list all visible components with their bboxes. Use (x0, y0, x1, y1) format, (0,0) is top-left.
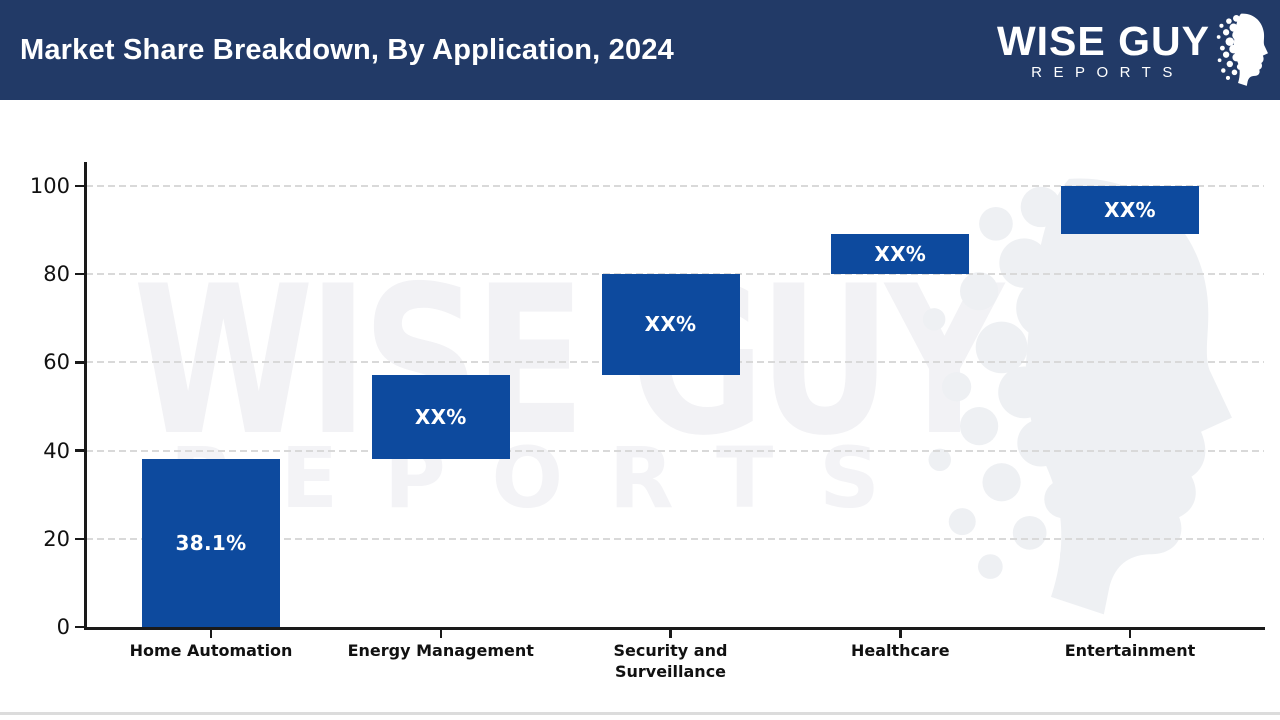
x-tick-mark (899, 629, 902, 638)
bar-value-label: XX% (644, 312, 697, 337)
logo-head-icon (1214, 10, 1268, 90)
bar-value-label: 38.1% (175, 530, 247, 555)
y-tick-mark (75, 537, 85, 541)
bar-value-label: XX% (414, 405, 467, 430)
x-axis-label-energy-management: Energy Management (321, 640, 561, 661)
bar-value-label: XX% (874, 241, 927, 266)
x-axis-label-security-and-surveillance: Security and Surveillance (551, 640, 791, 682)
gridline-20 (86, 537, 1264, 540)
y-tick-label: 80 (43, 262, 70, 287)
y-tick-mark (75, 625, 85, 629)
x-axis-label-line: Security and (613, 641, 728, 660)
y-tick-label: 60 (43, 350, 70, 375)
brand-subtitle: REPORTS (1031, 63, 1184, 81)
page-title: Market Share Breakdown, By Application, … (20, 33, 674, 66)
x-tick-mark (439, 629, 442, 638)
x-axis-label-line: Healthcare (850, 641, 950, 660)
x-tick-mark (1128, 629, 1132, 638)
bar-healthcare: XX% (831, 234, 970, 274)
x-axis-label-line: Energy Management (347, 641, 534, 660)
brand-logo: WISE GUY REPORTS (997, 4, 1268, 96)
bar-entertainment: XX% (1061, 186, 1199, 235)
y-tick-mark (75, 184, 85, 188)
x-axis-label-line: Entertainment (1064, 641, 1196, 660)
bar-value-label: XX% (1104, 198, 1156, 223)
y-tick-label: 0 (56, 615, 70, 639)
x-tick-mark (209, 629, 213, 638)
y-tick-label: 20 (43, 526, 70, 551)
x-axis-label-home-automation: Home Automation (91, 640, 331, 661)
x-axis-line (84, 627, 1265, 630)
x-axis-label-healthcare: Healthcare (780, 640, 1020, 661)
x-axis-label-line: Home Automation (129, 641, 293, 660)
brand-logo-text: WISE GUY REPORTS (996, 17, 1210, 81)
bottom-divider (0, 712, 1280, 715)
header-bar: Market Share Breakdown, By Application, … (0, 0, 1280, 100)
x-tick-mark (669, 629, 672, 638)
gridline-40 (86, 449, 1264, 452)
bar-energy-management: XX% (371, 375, 510, 459)
y-tick-mark (75, 361, 85, 364)
y-tick-label: 40 (43, 438, 70, 463)
y-tick-mark (75, 272, 85, 276)
brand-name: WISE GUY (996, 17, 1210, 64)
y-tick-label: 100 (29, 174, 70, 198)
x-axis-label-entertainment: Entertainment (1010, 640, 1250, 661)
gridline-100 (86, 185, 1264, 187)
x-axis-label-line: Surveillance (614, 662, 727, 681)
y-tick-mark (75, 449, 85, 452)
y-axis-line (84, 162, 87, 629)
bar-security-and-surveillance: XX% (601, 273, 740, 376)
bar-home-automation: 38.1% (142, 458, 280, 627)
